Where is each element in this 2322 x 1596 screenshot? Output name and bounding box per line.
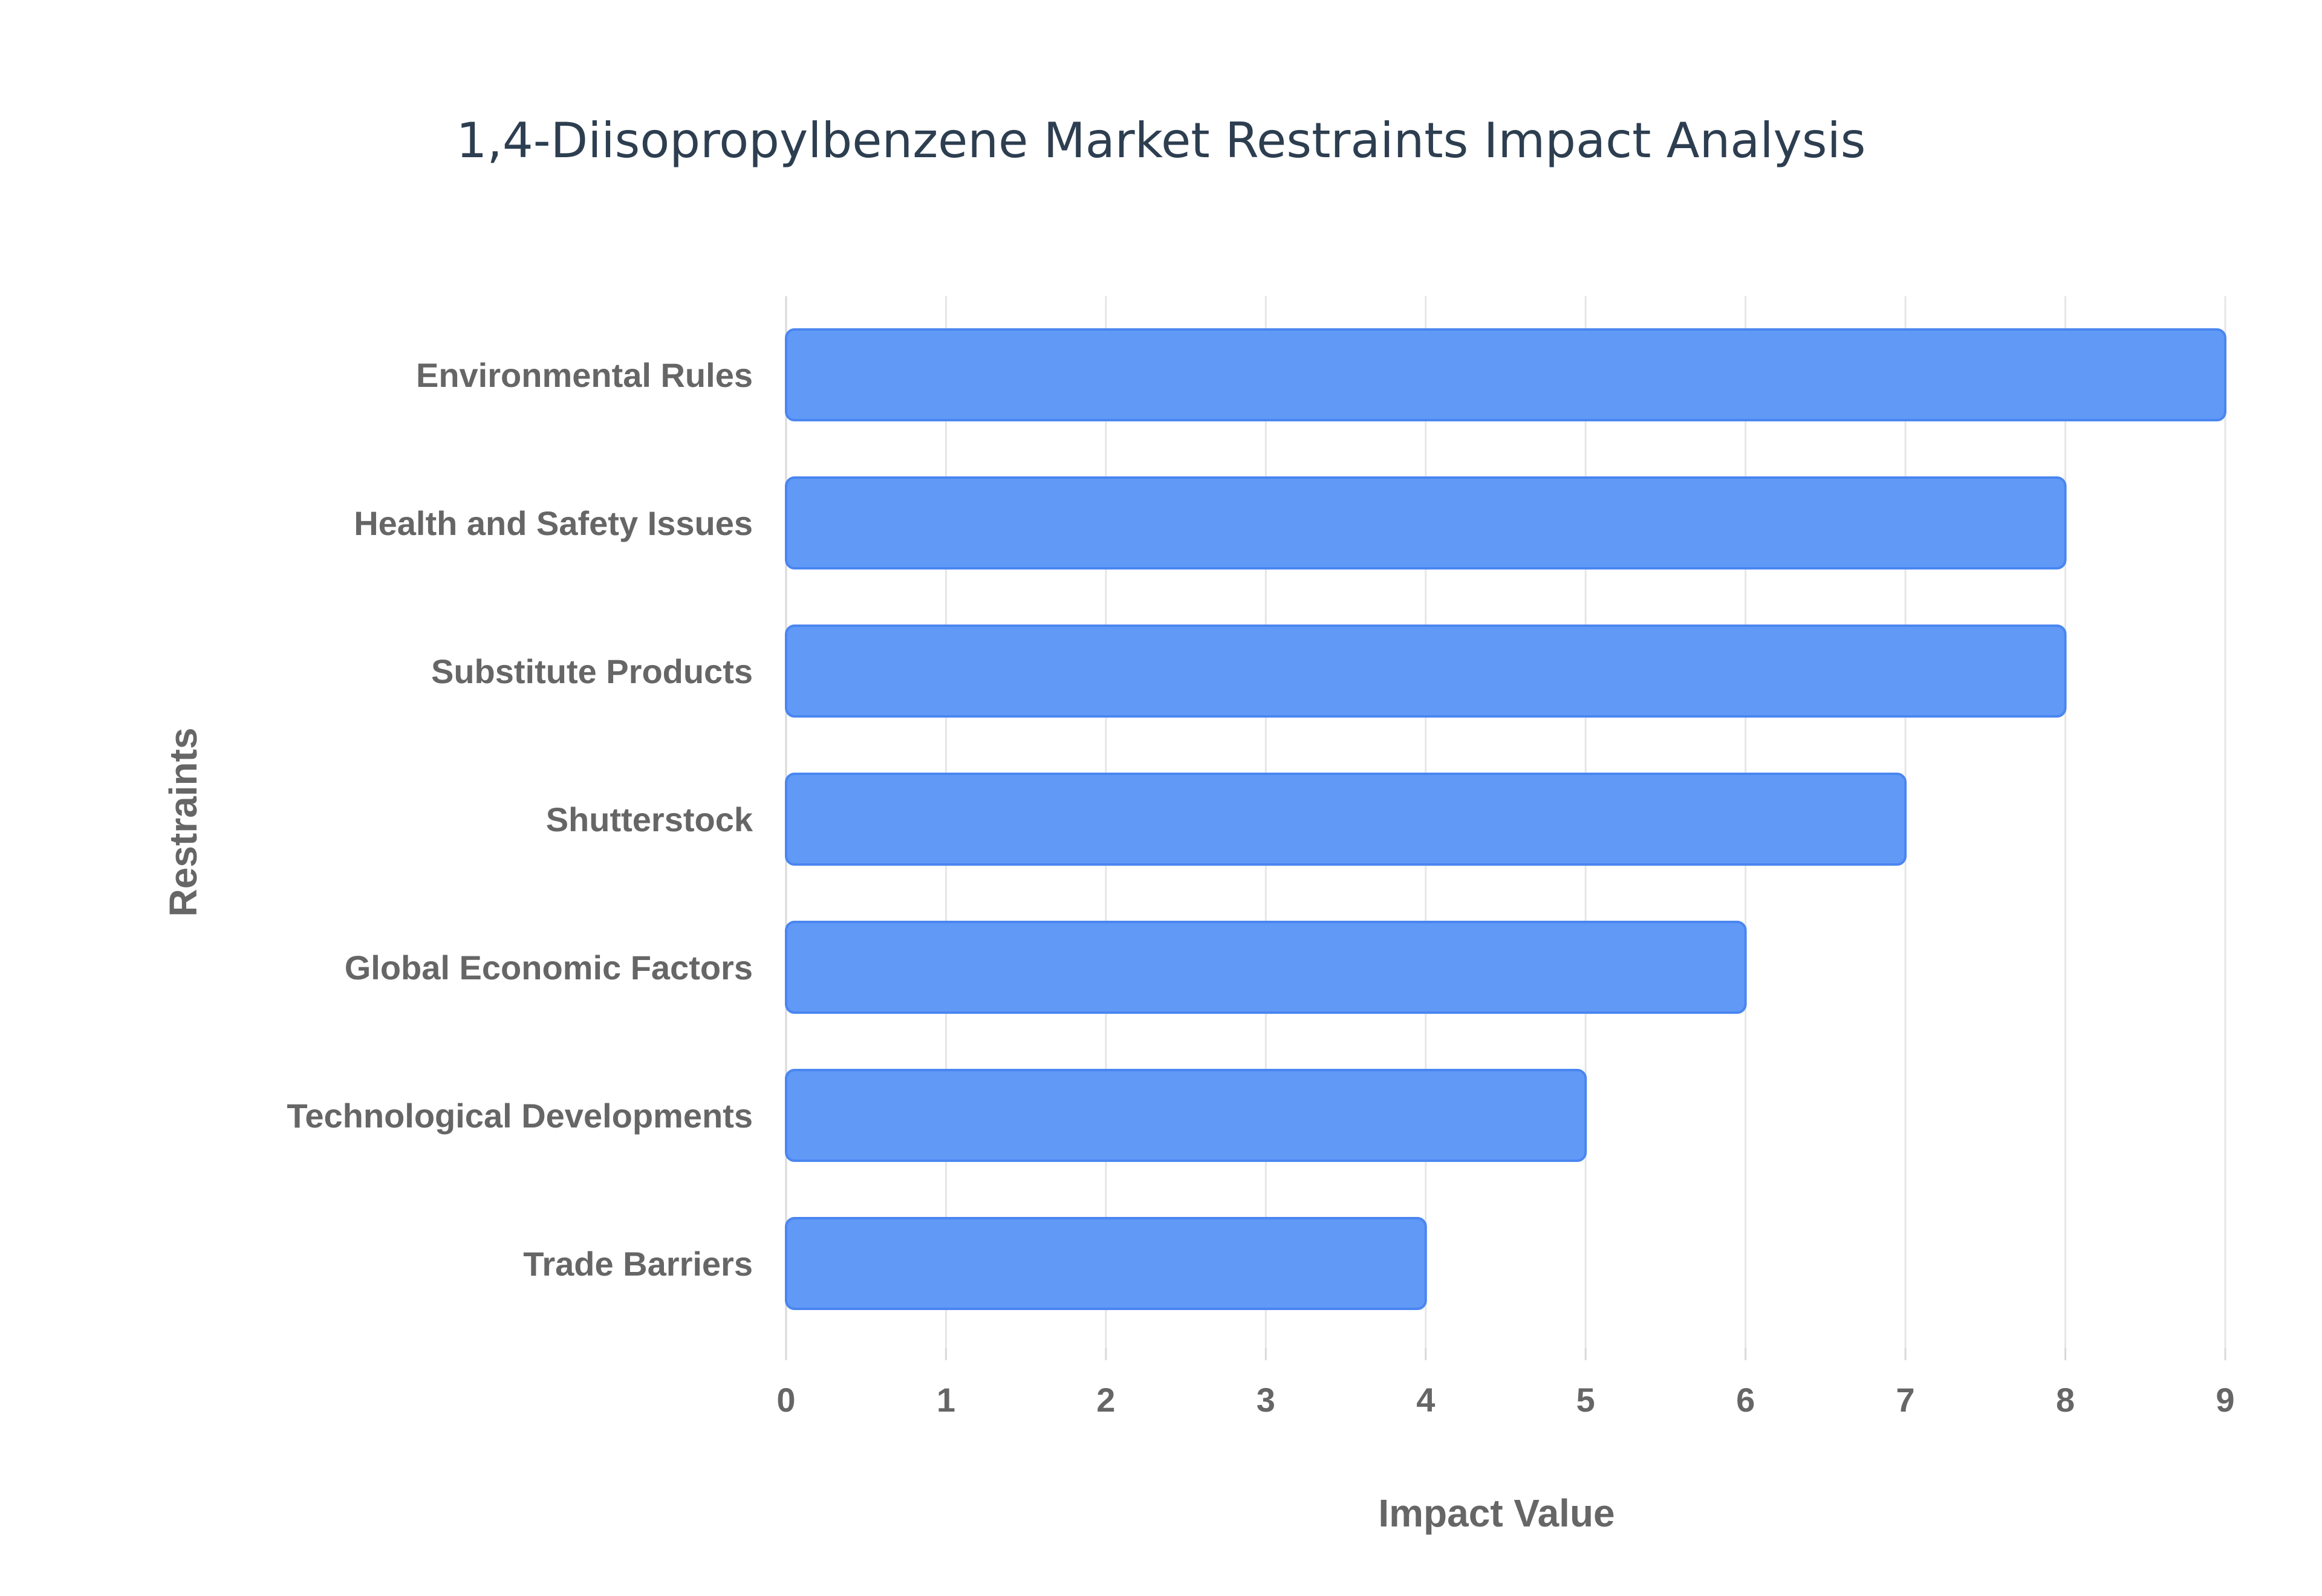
x-tick-label: 7 [1896,1381,1915,1419]
category-label: Health and Safety Issues [354,504,753,542]
bar-health-and-safety-issues[interactable] [785,476,2067,569]
category-label: Substitute Products [431,652,753,690]
category-labels: Environmental Rules Health and Safety Iss… [287,356,753,1283]
category-label: Shutterstock [546,800,753,839]
category-label: Technological Developments [287,1097,753,1135]
x-tick-label: 4 [1416,1381,1435,1419]
x-tick-label: 8 [2056,1381,2075,1419]
x-tick-labels: 0 1 2 3 4 5 6 7 8 9 [776,1381,2234,1419]
category-label: Global Economic Factors [345,949,753,987]
bar-trade-barriers[interactable] [785,1217,1427,1310]
x-tick-label: 3 [1257,1381,1275,1419]
bar-shutterstock[interactable] [785,773,1907,866]
bar-environmental-rules[interactable] [785,328,2226,421]
bar-substitute-products[interactable] [785,624,2067,718]
x-tick-label: 0 [776,1381,795,1419]
category-label: Trade Barriers [523,1245,753,1283]
x-tick-label: 5 [1576,1381,1595,1419]
x-tick-label: 6 [1736,1381,1755,1419]
x-tick-label: 9 [2216,1381,2234,1419]
bar-global-economic-factors[interactable] [785,921,1747,1014]
x-tick-label: 1 [937,1381,955,1419]
category-label: Environmental Rules [416,356,753,394]
x-axis-title: Impact Value [1378,1491,1615,1535]
x-tick-label: 2 [1096,1381,1115,1419]
chart-title: 1,4-Diisopropylbenzene Market Restraints… [457,112,1866,169]
y-axis-title: Restraints [161,728,205,917]
bar-technological-developments[interactable] [785,1069,1587,1162]
bars [785,328,2226,1310]
